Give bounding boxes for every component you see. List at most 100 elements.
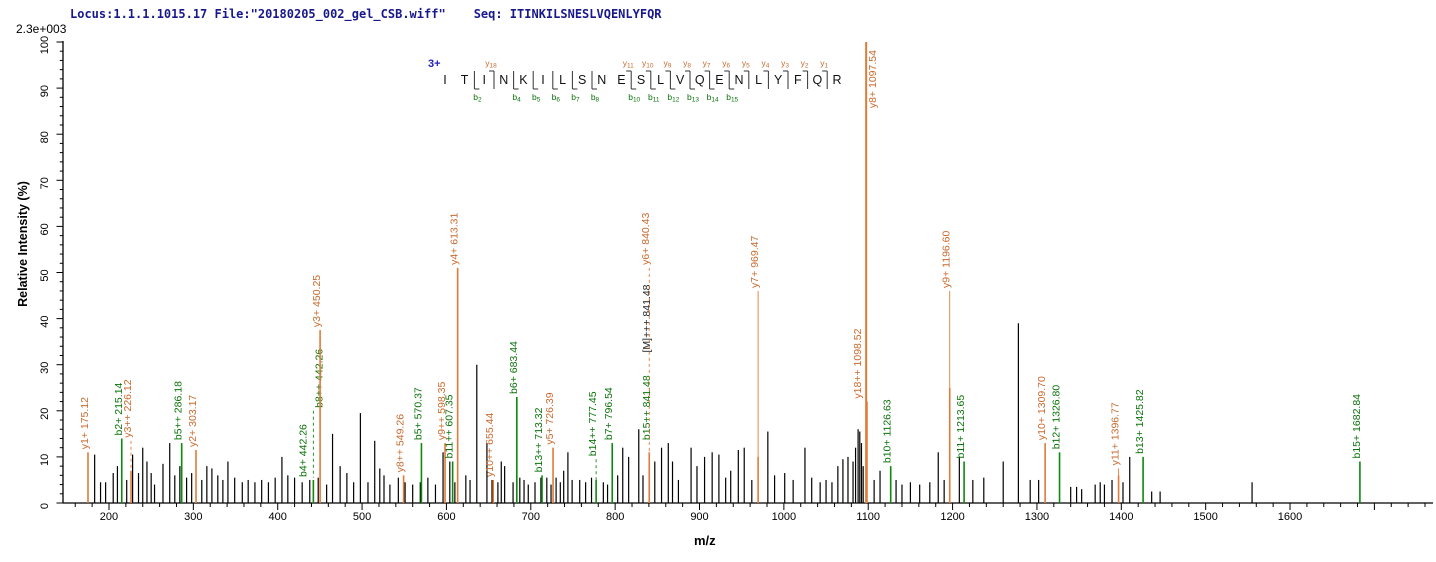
residue-letter: I xyxy=(482,73,485,87)
ion-label: y9 xyxy=(663,58,671,70)
peak-label: b14++ 777.45 xyxy=(587,391,599,456)
peak-label: y10+ 1309.70 xyxy=(1036,376,1048,440)
peak-label: b15+ 1682.84 xyxy=(1351,394,1363,459)
residue-letter: N xyxy=(734,73,743,87)
peak-label: [M]+++ 841.48 xyxy=(641,284,653,352)
peak-label: b11+ 1213.65 xyxy=(955,395,967,459)
residue-letter: N xyxy=(499,73,508,87)
peak-label: y11+ 1396.77 xyxy=(1110,402,1122,465)
residue-letter: L xyxy=(657,73,664,87)
residue-letter: R xyxy=(832,73,841,87)
peak-label: b13+ 1425.82 xyxy=(1134,389,1146,454)
ion-label: b6 xyxy=(552,92,561,104)
svg-text:1200: 1200 xyxy=(940,511,964,523)
peak-label: y10++ 655.44 xyxy=(484,413,496,477)
ion-label: y5 xyxy=(742,58,750,70)
ion-label: b10 xyxy=(628,92,640,104)
svg-text:40: 40 xyxy=(39,315,51,327)
peak-label: b11++ 607.35 xyxy=(444,394,456,458)
svg-text:60: 60 xyxy=(39,223,51,235)
ion-label: y8 xyxy=(683,58,691,70)
ion-label: b15 xyxy=(726,92,738,104)
residue-letter: F xyxy=(794,73,802,87)
svg-text:80: 80 xyxy=(39,131,51,143)
svg-text:700: 700 xyxy=(522,511,540,523)
peak-label: b5++ 286.18 xyxy=(173,381,185,440)
ion-label: b5 xyxy=(532,92,541,104)
ion-label: y18 xyxy=(485,58,497,70)
ion-label: b7 xyxy=(571,92,580,104)
peak-label: b7+ 796.54 xyxy=(603,387,615,440)
svg-text:900: 900 xyxy=(690,511,708,523)
ion-label: y7 xyxy=(703,58,711,70)
peak-label: b10+ 1126.63 xyxy=(882,399,894,463)
svg-text:1100: 1100 xyxy=(856,511,880,523)
residue-letter: Q xyxy=(813,73,823,87)
svg-text:1600: 1600 xyxy=(1278,511,1302,523)
ion-label: y2 xyxy=(801,58,809,70)
residue-letter: V xyxy=(676,73,685,87)
svg-text:1400: 1400 xyxy=(1109,511,1133,523)
svg-text:90: 90 xyxy=(39,85,51,97)
ion-label: y11 xyxy=(623,58,634,70)
peak-label: b12+ 1326.80 xyxy=(1051,385,1063,450)
residue-letter: S xyxy=(637,73,645,87)
peak-label: y6+ 840.43 xyxy=(640,212,652,264)
peak-label: y18++ 1098.52 xyxy=(852,328,864,398)
ion-label: b13 xyxy=(687,92,699,104)
svg-text:400: 400 xyxy=(269,511,287,523)
ion-label: b14 xyxy=(707,92,719,104)
peak-label: y3++ 226.12 xyxy=(122,379,134,438)
residue-letter: I xyxy=(541,73,544,87)
svg-text:800: 800 xyxy=(606,511,624,523)
precursor-charge-label: 3+ xyxy=(428,58,441,70)
ion-label: y3 xyxy=(781,58,789,70)
ion-label: b4 xyxy=(512,92,521,104)
ion-label: b12 xyxy=(667,92,679,104)
peak-label: b15++ 841.48 xyxy=(641,375,653,440)
svg-text:0: 0 xyxy=(39,503,51,509)
residue-letter: T xyxy=(461,73,469,87)
svg-text:10: 10 xyxy=(39,454,51,466)
ion-label: b2 xyxy=(473,92,482,104)
x-axis-title: m/z xyxy=(694,533,716,548)
svg-text:70: 70 xyxy=(39,177,51,189)
peak-label: y8++ 549.26 xyxy=(395,414,407,473)
residue-letter: L xyxy=(559,73,566,87)
svg-text:20: 20 xyxy=(39,408,51,420)
residue-letter: I xyxy=(443,73,446,87)
residue-letter: E xyxy=(715,73,723,87)
peak-label: y9++ 598.35 xyxy=(436,382,448,441)
header-line: Locus:1.1.1.1015.17 File:"20180205_002_g… xyxy=(70,7,662,21)
residue-letter: K xyxy=(519,73,528,87)
intensity-scale-label: 2.3e+003 xyxy=(16,22,67,36)
peak-label: y2+ 303.17 xyxy=(187,395,199,447)
svg-text:500: 500 xyxy=(353,511,371,523)
locus-file-label: Locus:1.1.1.1015.17 File:"20180205_002_g… xyxy=(70,7,446,21)
svg-text:300: 300 xyxy=(184,511,202,523)
axes: 0 10 20 30 40 50 60 70 80 90 100 200 300 400 500 600 700… xyxy=(39,36,1433,523)
svg-text:600: 600 xyxy=(437,511,455,523)
svg-text:50: 50 xyxy=(39,269,51,281)
residue-letter: Q xyxy=(695,73,705,87)
sequence-label: Seq: ITINKILSNESLVQENLYFQR xyxy=(473,7,662,21)
svg-text:30: 30 xyxy=(39,362,51,374)
peak-label: y8+ 1097.54 xyxy=(867,50,879,108)
residue-letter: E xyxy=(617,73,625,87)
residue-letter: L xyxy=(755,73,762,87)
ion-label: y6 xyxy=(722,58,730,70)
svg-text:1000: 1000 xyxy=(772,511,796,523)
ion-label: y4 xyxy=(761,58,769,70)
peak-label: y7+ 969.47 xyxy=(749,236,761,288)
ion-label: b8 xyxy=(591,92,600,104)
residue-letter: N xyxy=(597,73,606,87)
ion-label: y10 xyxy=(642,58,654,70)
svg-text:1500: 1500 xyxy=(1193,511,1217,523)
peak-label: y5+ 726.39 xyxy=(544,392,556,444)
peak-label: y3+ 450.25 xyxy=(311,275,323,327)
peak-label: b6+ 683.44 xyxy=(508,341,520,394)
svg-text:100: 100 xyxy=(39,36,51,54)
